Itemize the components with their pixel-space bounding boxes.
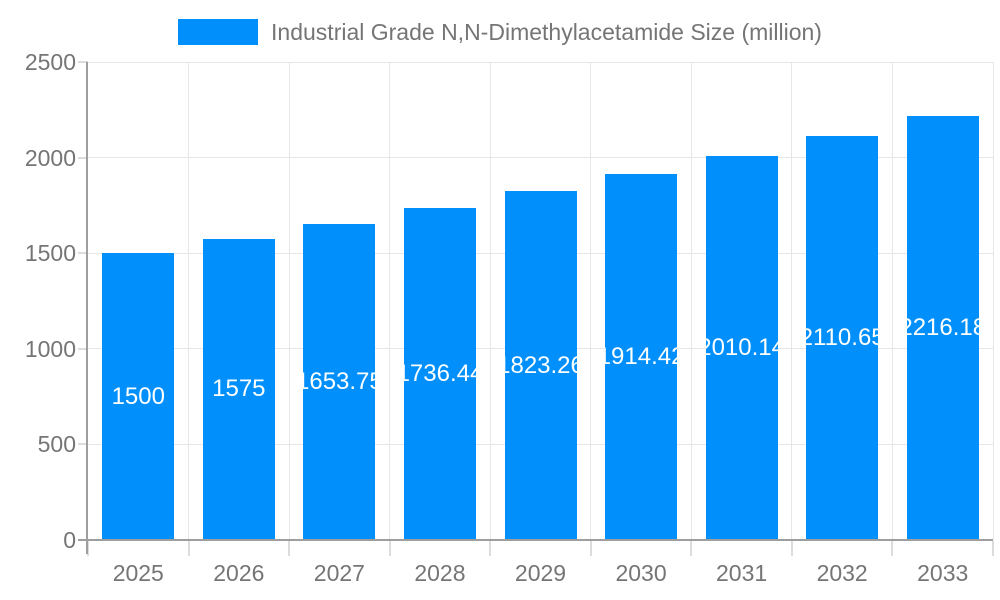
bar-value-label: 2216.18 (907, 314, 979, 342)
bar-value-label: 1575 (212, 375, 266, 403)
legend-label: Industrial Grade N,N-Dimethylacetamide S… (271, 18, 822, 45)
gridline-horizontal (88, 157, 993, 159)
x-axis-line (78, 539, 993, 541)
gridline-vertical (791, 62, 793, 540)
bar-2025[interactable]: 1500 (102, 253, 175, 540)
gridline-vertical (489, 62, 491, 540)
x-axis-tick (187, 541, 190, 556)
bar-2031[interactable]: 2010.14 (705, 155, 778, 540)
y-axis-tick-label: 2500 (24, 49, 76, 75)
bar-2026[interactable]: 1575 (202, 238, 275, 540)
bar-2027[interactable]: 1653.75 (303, 223, 376, 540)
bar-value-label: 2110.65 (806, 324, 879, 352)
x-axis-tick-label: 2030 (615, 560, 667, 586)
x-axis-tick-label: 2026 (213, 560, 265, 586)
x-axis-tick-label: 2028 (414, 560, 466, 586)
y-axis-tick-label: 1500 (24, 240, 76, 267)
y-axis-tick (78, 443, 88, 446)
legend-swatch (178, 19, 259, 45)
legend[interactable]: Industrial Grade N,N-Dimethylacetamide S… (0, 16, 1000, 48)
y-axis-tick-label: 2000 (24, 144, 76, 171)
bar-2028[interactable]: 1736.44 (403, 207, 476, 540)
x-axis-tick-label: 2029 (514, 560, 567, 586)
x-axis-tick-label: 2027 (313, 560, 365, 586)
gridline-horizontal (88, 61, 993, 63)
gridline-vertical (389, 62, 391, 540)
bar-2032[interactable]: 2110.65 (806, 136, 879, 540)
x-axis-tick (891, 541, 894, 556)
x-axis-tick-label: 2033 (917, 560, 969, 586)
x-axis-tick (690, 541, 693, 556)
gridline-vertical (590, 62, 592, 540)
bar-value-label: 1500 (111, 382, 165, 410)
x-axis-tick (790, 541, 793, 556)
y-axis-tick (78, 61, 88, 63)
y-axis-tick (78, 156, 88, 159)
y-axis-tick-label: 1000 (24, 335, 76, 362)
gridline-vertical (690, 62, 692, 540)
x-axis-tick (388, 541, 391, 556)
y-axis-tick-label: 0 (63, 527, 76, 553)
x-axis-tick (589, 541, 592, 556)
x-axis-tick-label: 2025 (112, 560, 164, 586)
gridline-vertical (288, 62, 290, 540)
bar-value-label: 1736.44 (404, 359, 476, 387)
x-axis-tick (87, 541, 89, 556)
gridline-vertical (188, 62, 190, 540)
x-axis-tick (489, 541, 492, 556)
gridline-vertical (992, 62, 994, 540)
y-axis-tick (78, 347, 88, 350)
bar-2033[interactable]: 2216.18 (906, 116, 979, 540)
y-axis-tick (78, 252, 88, 255)
bar-value-label: 1823.26 (505, 351, 577, 379)
y-axis-line (86, 62, 88, 554)
bar-value-label: 1653.75 (303, 367, 375, 395)
bar-value-label: 1914.42 (605, 342, 677, 370)
bar-value-label: 2010.14 (706, 333, 778, 361)
y-axis-tick-label: 500 (37, 431, 76, 458)
x-axis-tick (288, 541, 291, 556)
x-axis-tick-label: 2031 (716, 560, 768, 586)
x-axis-tick-label: 2032 (816, 560, 868, 586)
x-axis-tick (992, 541, 994, 556)
bar-2030[interactable]: 1914.42 (605, 173, 678, 540)
gridline-vertical (891, 62, 893, 540)
bar-2029[interactable]: 1823.26 (504, 191, 577, 540)
